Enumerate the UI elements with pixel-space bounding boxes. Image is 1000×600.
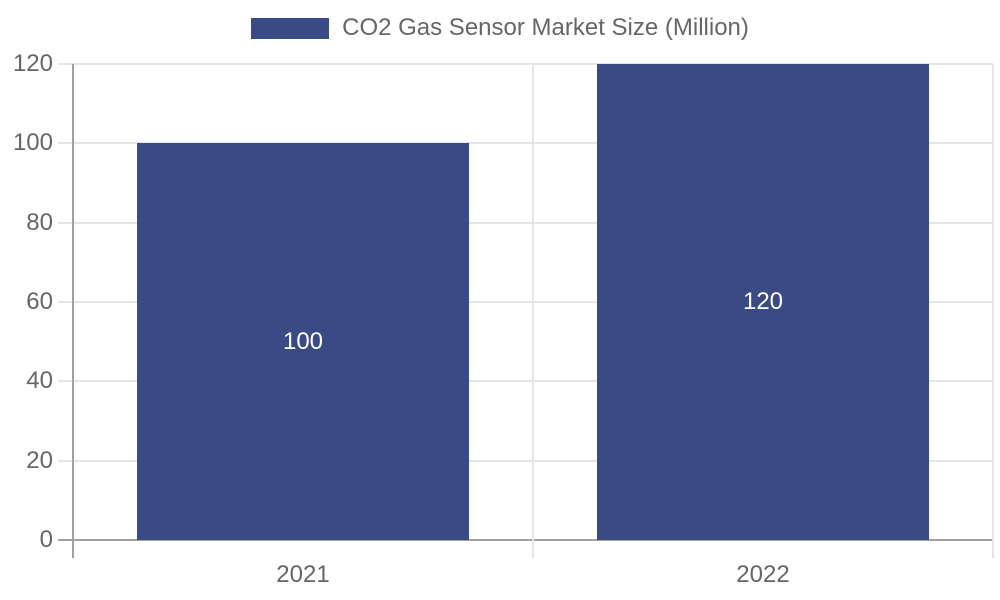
legend-label: CO2 Gas Sensor Market Size (Million) xyxy=(342,14,749,41)
bar[interactable] xyxy=(137,143,469,540)
y-tick-label: 0 xyxy=(39,526,53,553)
y-tick-label: 60 xyxy=(26,288,53,315)
legend-swatch-icon xyxy=(251,17,330,39)
grid-line-y xyxy=(58,221,993,224)
bar-value-label: 120 xyxy=(742,288,784,315)
legend[interactable]: CO2 Gas Sensor Market Size (Million) xyxy=(0,14,1000,42)
grid-line-y xyxy=(58,539,993,541)
grid-line-y xyxy=(58,142,993,145)
grid-line-y xyxy=(58,63,993,65)
x-tick-label: 2021 xyxy=(276,561,330,588)
grid-line-y xyxy=(58,380,993,383)
y-tick-label: 120 xyxy=(12,50,53,77)
grid-line-x xyxy=(992,64,994,558)
grid-line-y xyxy=(58,301,993,303)
grid-line-y xyxy=(58,459,993,462)
y-tick-label: 20 xyxy=(26,446,53,474)
grid-line-x xyxy=(72,64,74,558)
bar[interactable] xyxy=(597,64,929,540)
y-tick-label: 100 xyxy=(12,129,53,157)
x-tick-label: 2022 xyxy=(736,561,790,588)
y-tick-label: 40 xyxy=(26,367,53,395)
grid-line-x xyxy=(532,64,534,558)
y-tick-label: 80 xyxy=(26,208,53,236)
bar-value-label: 100 xyxy=(282,327,324,355)
